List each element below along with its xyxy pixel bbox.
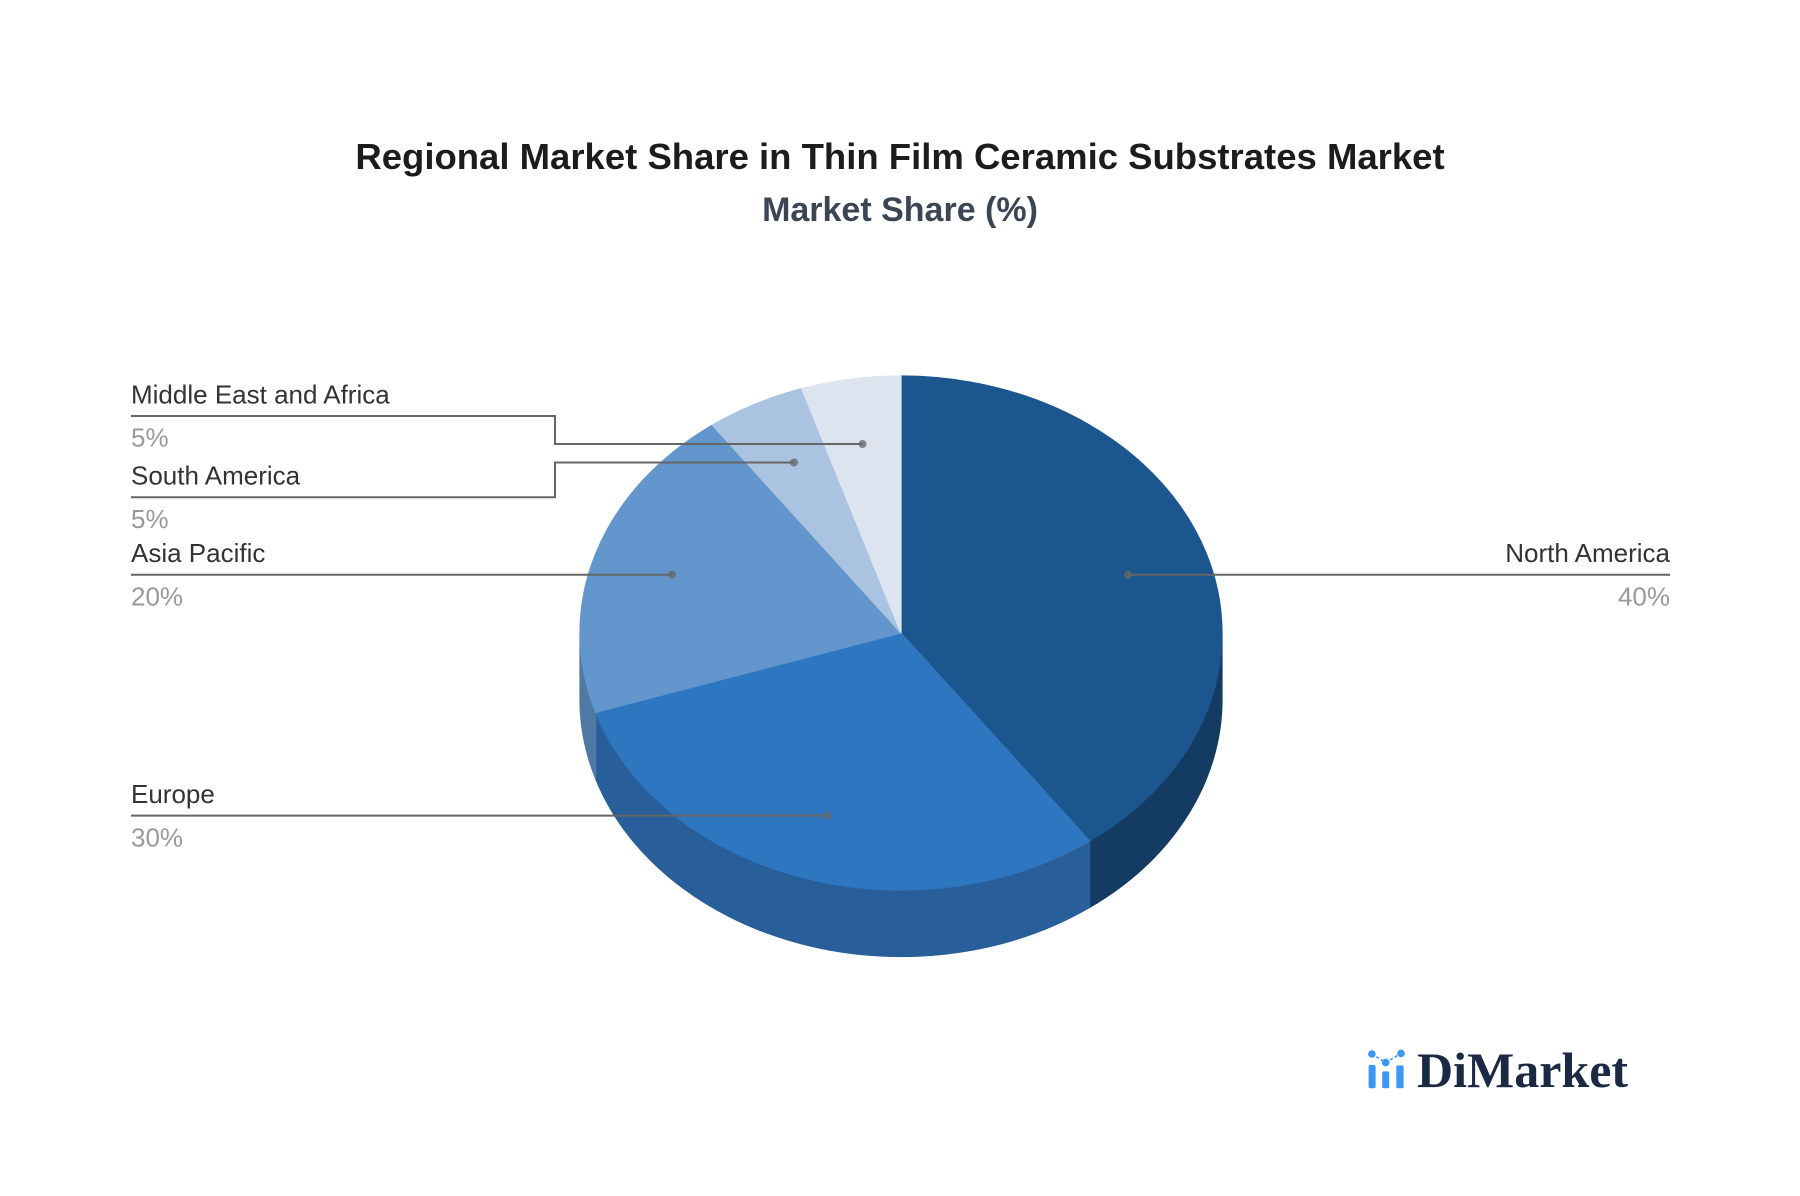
svg-text:Asia Pacific: Asia Pacific <box>131 538 265 568</box>
svg-text:5%: 5% <box>131 423 169 453</box>
svg-text:DiMarket: DiMarket <box>1417 1042 1628 1098</box>
svg-text:Europe: Europe <box>131 779 215 809</box>
svg-text:South America: South America <box>131 461 301 491</box>
svg-text:5%: 5% <box>131 504 169 534</box>
svg-text:Market Share (%): Market Share (%) <box>762 191 1038 229</box>
svg-text:30%: 30% <box>131 822 183 852</box>
svg-text:40%: 40% <box>1618 581 1670 611</box>
svg-text:North America: North America <box>1505 538 1670 568</box>
svg-text:Regional Market Share in Thin: Regional Market Share in Thin Film Ceram… <box>355 136 1444 177</box>
svg-text:Middle East and Africa: Middle East and Africa <box>131 379 390 409</box>
svg-text:20%: 20% <box>131 581 183 611</box>
